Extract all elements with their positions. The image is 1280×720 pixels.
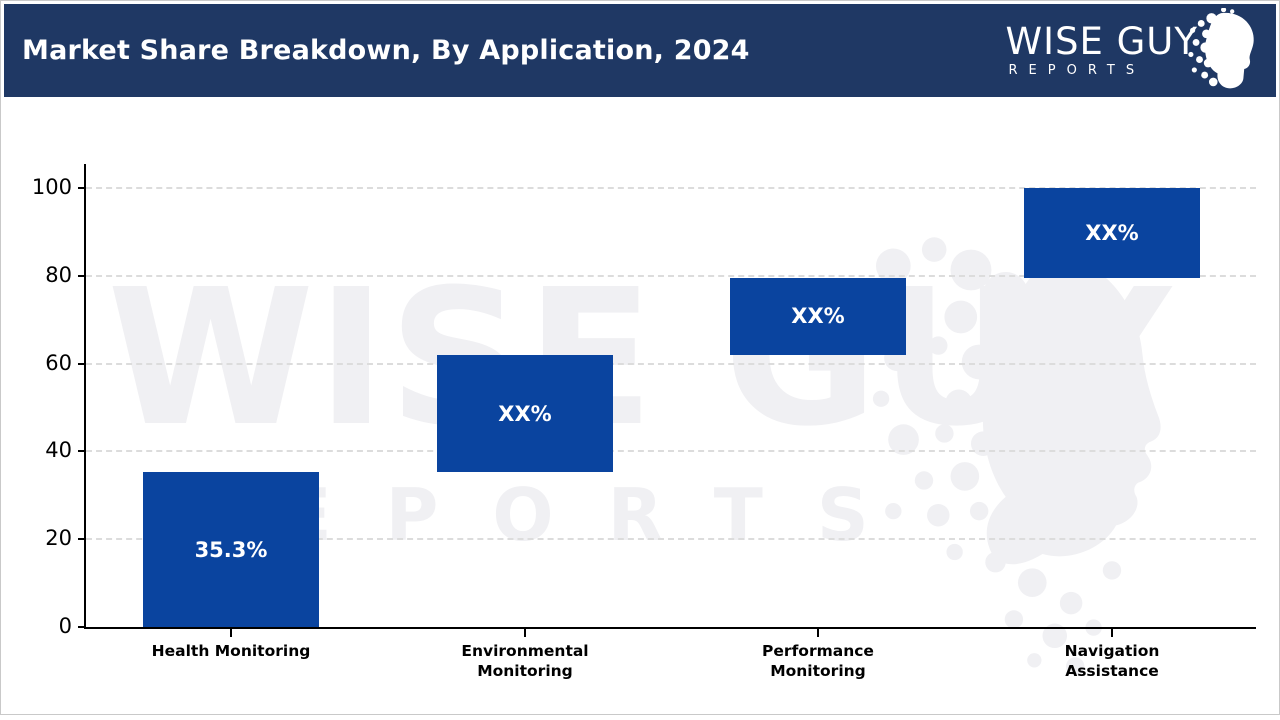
- y-tick-80: [78, 274, 86, 277]
- x-axis-label-environmental-monitoring: Environmental Monitoring: [461, 642, 589, 680]
- y-tick-label-0: 0: [58, 614, 72, 638]
- y-tick-0: [78, 626, 86, 628]
- bar-value-label-performance-monitoring: XX%: [791, 304, 845, 329]
- bar-health-monitoring: 35.3%: [143, 472, 319, 627]
- chart-title: Market Share Breakdown, By Application, …: [22, 35, 750, 66]
- x-tick-navigation-assistance: [1111, 629, 1113, 637]
- y-tick-label-60: 60: [45, 350, 72, 375]
- y-tick-label-20: 20: [45, 526, 72, 551]
- wiseguy-logo: WISE GUY REPORTS: [1005, 7, 1260, 94]
- y-tick-60: [78, 362, 86, 365]
- x-tick-environmental-monitoring: [524, 629, 526, 637]
- bar-navigation-assistance: XX%: [1024, 188, 1200, 278]
- x-axis-label-performance-monitoring: Performance Monitoring: [762, 642, 874, 680]
- y-axis-line: [84, 164, 86, 629]
- x-axis-label-navigation-assistance: Navigation Assistance: [1064, 642, 1160, 680]
- gridline-40: [86, 450, 1256, 453]
- logo-head-icon: [1188, 7, 1254, 88]
- bar-value-label-environmental-monitoring: XX%: [498, 401, 552, 426]
- bar-value-label-navigation-assistance: XX%: [1085, 220, 1139, 245]
- logo-wordmark: WISE GUY: [1005, 20, 1198, 63]
- x-axis-label-health-monitoring: Health Monitoring: [151, 642, 311, 660]
- bar-value-label-health-monitoring: 35.3%: [194, 537, 268, 562]
- gridline-80: [86, 274, 1256, 277]
- plot: 0 20 40 60 80 100 35.3% Health Monitoring XX% Env…: [2, 97, 1278, 713]
- x-tick-performance-monitoring: [817, 629, 819, 637]
- y-tick-100: [78, 187, 86, 189]
- x-axis-line: [84, 627, 1256, 629]
- gridline-20: [86, 538, 1256, 541]
- logo-subtitle: REPORTS: [1008, 63, 1146, 78]
- x-tick-health-monitoring: [230, 629, 232, 637]
- header: Market Share Breakdown, By Application, …: [4, 4, 1276, 97]
- y-tick-label-100: 100: [31, 175, 72, 199]
- gridline-100: [86, 187, 1256, 189]
- chart-area: WISE GUY REPORTS 0 20 40 60 80 100 35.3% Health…: [2, 97, 1278, 713]
- y-tick-label-40: 40: [45, 438, 72, 463]
- y-tick-40: [78, 450, 86, 453]
- bar-performance-monitoring: XX%: [730, 277, 906, 356]
- gridline-60: [86, 362, 1256, 365]
- bar-environmental-monitoring: XX%: [437, 355, 613, 473]
- y-tick-20: [78, 538, 86, 541]
- y-tick-label-80: 80: [45, 262, 72, 287]
